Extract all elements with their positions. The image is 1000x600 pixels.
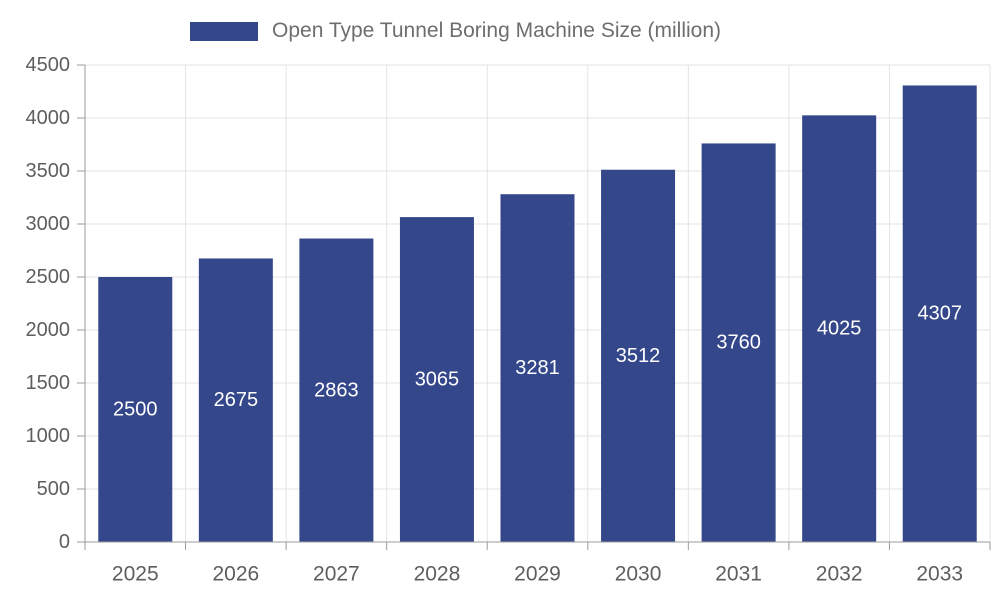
bar-2028[interactable]	[399, 217, 474, 543]
x-axis-label: 2032	[816, 563, 863, 586]
x-axis-label: 2026	[212, 563, 259, 586]
y-axis-label: 3500	[26, 160, 71, 182]
bar-value-label: 2500	[113, 399, 158, 421]
bar-value-label: 4307	[917, 303, 962, 325]
bar-2030[interactable]	[601, 169, 676, 542]
bar-value-label: 2675	[214, 389, 259, 411]
y-axis-label: 1500	[26, 372, 71, 394]
bar-value-label: 2863	[314, 379, 359, 401]
bar-2029[interactable]	[500, 194, 575, 543]
bar-value-label: 3512	[616, 345, 661, 367]
x-axis-label: 2033	[916, 563, 963, 586]
bar-value-label: 3065	[415, 369, 460, 391]
x-axis-label: 2028	[414, 563, 461, 586]
legend[interactable]: Open Type Tunnel Boring Machine Size (mi…	[190, 19, 721, 43]
bar-value-label: 3281	[515, 357, 560, 379]
y-axis-label: 4500	[26, 54, 71, 76]
bar-2032[interactable]	[802, 115, 877, 542]
y-axis-label: 1000	[26, 425, 71, 447]
y-axis-label: 2000	[26, 319, 71, 341]
bar-value-label: 4025	[817, 318, 862, 340]
y-axis-label: 3000	[26, 213, 71, 235]
y-axis-label: 4000	[26, 107, 71, 129]
x-axis-label: 2030	[615, 563, 662, 586]
bar-2033[interactable]	[902, 85, 977, 542]
x-axis-label: 2029	[514, 563, 561, 586]
legend-swatch-icon	[190, 21, 258, 41]
y-axis-label: 2500	[26, 266, 71, 288]
x-axis-label: 2025	[112, 563, 159, 586]
legend-label: Open Type Tunnel Boring Machine Size (mi…	[272, 19, 722, 42]
y-axis-label: 500	[37, 478, 70, 500]
bar-2026[interactable]	[198, 258, 273, 542]
y-axis-label: 0	[59, 531, 70, 553]
bar-value-label: 3760	[716, 332, 761, 354]
bar-2025[interactable]	[98, 277, 173, 542]
x-axis-label: 2031	[715, 563, 762, 586]
bar-2027[interactable]	[299, 238, 374, 542]
x-axis-label: 2027	[313, 563, 360, 586]
bar-2031[interactable]	[701, 143, 776, 542]
